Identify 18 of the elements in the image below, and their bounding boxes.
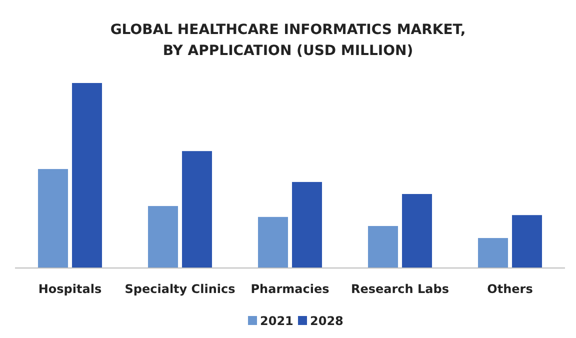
x-tick-label: Research Labs bbox=[351, 282, 449, 296]
x-tick-label: Others bbox=[487, 282, 533, 296]
x-tick-label: Hospitals bbox=[38, 282, 102, 296]
bar bbox=[402, 194, 432, 268]
chart-title: GLOBAL HEALTHCARE INFORMATICS MARKET, BY APPLICATION (USD MILLION) bbox=[110, 22, 466, 59]
bar bbox=[478, 238, 508, 268]
bar bbox=[292, 182, 322, 268]
bar bbox=[512, 215, 542, 268]
legend-label: 2028 bbox=[310, 314, 344, 328]
x-tick-label: Pharmacies bbox=[250, 282, 330, 296]
bar bbox=[368, 226, 398, 268]
bar bbox=[38, 169, 68, 268]
bar bbox=[182, 151, 212, 268]
bar bbox=[258, 216, 288, 268]
bar bbox=[72, 83, 102, 268]
bar bbox=[148, 206, 178, 268]
x-tick-label: Specialty Clinics bbox=[124, 282, 236, 296]
legend-label: 2021 bbox=[260, 314, 294, 328]
